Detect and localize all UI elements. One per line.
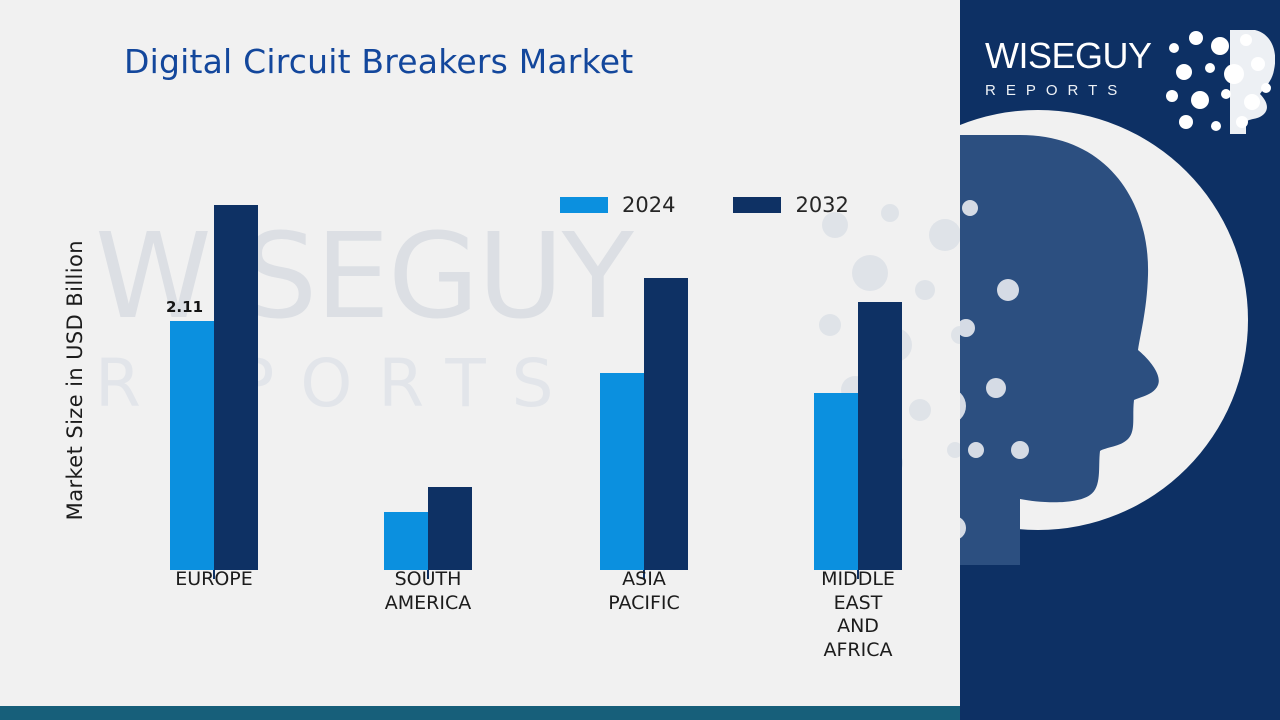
brain-dots-icon xyxy=(960,200,1029,539)
x-axis-tick xyxy=(213,570,215,579)
bar-2024-middle-east-and-africa[interactable] xyxy=(814,392,858,570)
legend-item-2024[interactable]: 2024 xyxy=(560,193,675,217)
bar-2032-south-america[interactable] xyxy=(428,487,472,570)
bar-2024-south-america[interactable] xyxy=(384,512,428,570)
legend-item-2032[interactable]: 2032 xyxy=(733,193,849,217)
y-axis-label-text: Market Size in USD Billion xyxy=(63,239,87,521)
bar-pair xyxy=(600,180,688,570)
bar-2024-asia-pacific[interactable] xyxy=(600,372,644,570)
legend-label-2032: 2032 xyxy=(795,193,849,217)
bar-pair xyxy=(170,180,258,570)
bar-group xyxy=(384,180,472,579)
head-profile-icon xyxy=(960,135,1159,565)
bar-chart-plot-area: 2.11 xyxy=(100,180,940,579)
bottom-accent-strip xyxy=(0,706,960,720)
bar-pair xyxy=(384,180,472,570)
x-axis-category-labels: EUROPE SOUTH AMERICA ASIA PACIFIC MIDDLE EA… xyxy=(100,568,940,668)
x-axis-label-middle-east-and-africa: MIDDLE EAST AND AFRICA xyxy=(821,568,895,661)
x-axis-label-europe: EUROPE xyxy=(175,568,253,590)
bar-pair xyxy=(814,180,902,570)
x-axis-tick xyxy=(427,570,429,579)
bar-value-label: 2.11 xyxy=(166,297,204,316)
bar-2032-asia-pacific[interactable] xyxy=(644,278,688,570)
x-axis-label-south-america: SOUTH AMERICA xyxy=(384,568,472,614)
logo-brand-text: WISEGUY xyxy=(985,35,1152,76)
bar-group xyxy=(600,180,688,579)
x-axis-label-asia-pacific: ASIA PACIFIC xyxy=(608,568,680,614)
logo-dots-head-icon xyxy=(1166,30,1275,134)
brand-logo: WISEGUY REPORTS xyxy=(985,30,1275,134)
bar-2024-europe[interactable] xyxy=(170,320,214,570)
legend-swatch-2024 xyxy=(560,197,608,213)
logo-tagline-text: REPORTS xyxy=(985,82,1128,99)
legend-label-2024: 2024 xyxy=(622,193,676,217)
bar-2032-europe[interactable] xyxy=(214,204,258,570)
x-axis-tick xyxy=(643,570,645,579)
x-axis-tick xyxy=(857,570,859,579)
y-axis-label: Market Size in USD Billion xyxy=(58,196,92,564)
legend-swatch-2032 xyxy=(733,197,782,213)
chart-legend: 2024 2032 xyxy=(560,193,849,217)
bar-group xyxy=(814,180,902,579)
bar-2032-middle-east-and-africa[interactable] xyxy=(858,301,902,570)
page-title: Digital Circuit Breakers Market xyxy=(124,42,634,81)
bar-group: 2.11 xyxy=(166,180,258,579)
